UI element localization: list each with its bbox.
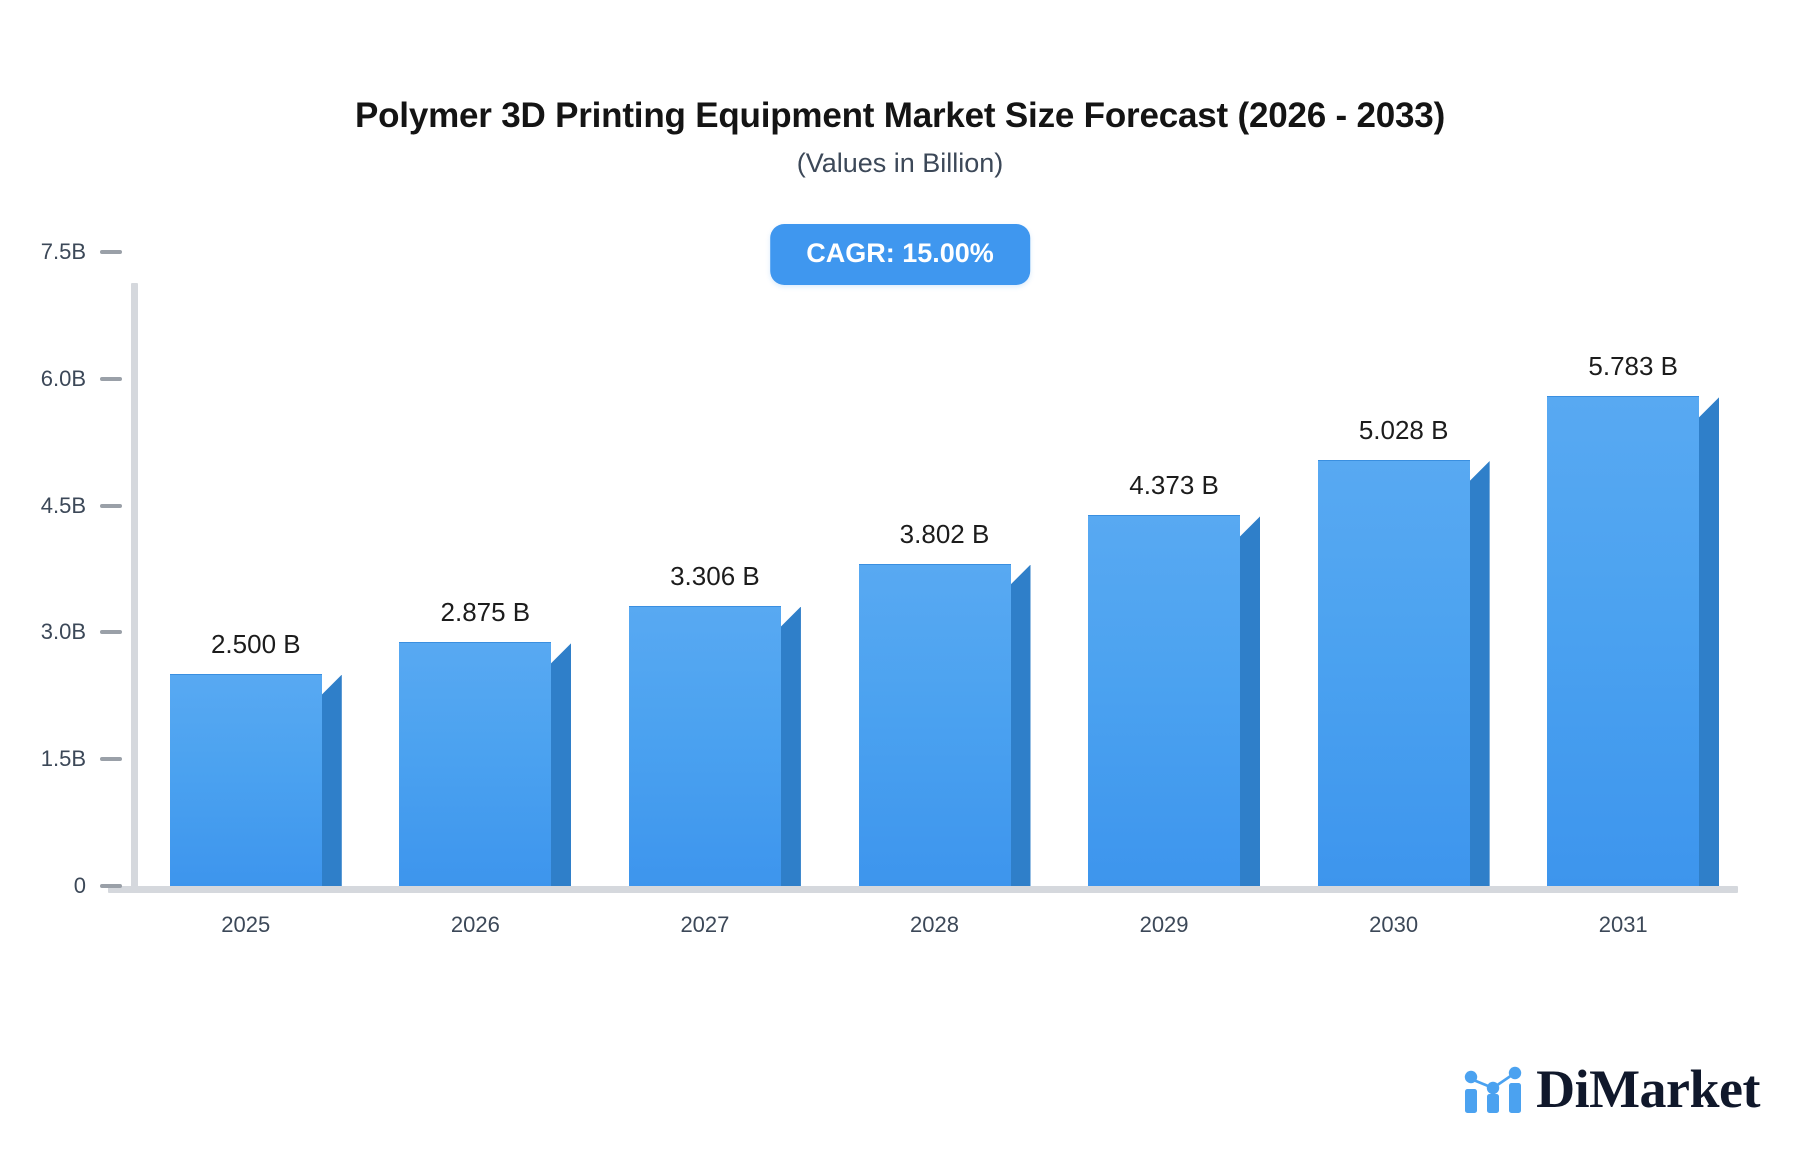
bar-side-face: [1467, 460, 1490, 886]
bar-side-face: [319, 674, 342, 886]
bar-side-face: [549, 642, 572, 886]
bar-front-face: [1547, 396, 1700, 886]
y-tick-label: 4.5B: [40, 492, 86, 518]
bar-value-label: 4.373 B: [1129, 470, 1219, 501]
x-tick-label-2027: 2027: [680, 912, 730, 937]
y-tick-label: 7.5B: [40, 239, 86, 264]
y-tick-mark: [100, 376, 122, 381]
bar-front-face: [628, 605, 781, 886]
bar-value-label: 5.783 B: [1588, 351, 1679, 382]
bar-front-face: [1088, 515, 1241, 886]
dimarket-logo: DiMarket: [1462, 1062, 1760, 1116]
bar-side-face: [1697, 397, 1720, 886]
y-tick-mark: [100, 503, 122, 508]
logo-wordmark: DiMarket: [1536, 1059, 1760, 1119]
bar-front-face: [858, 563, 1011, 886]
bar-2029[interactable]: [1088, 515, 1261, 886]
x-tick-label-2029: 2029: [1139, 912, 1189, 937]
cagr-badge: CAGR: 15.00%: [770, 224, 1030, 285]
x-axis-line: [108, 886, 1738, 893]
bar-value-label: 5.028 B: [1358, 414, 1449, 445]
x-tick-label-2031: 2031: [1598, 912, 1648, 937]
bar-side-face: [1008, 564, 1031, 886]
y-tick-label: 1.5B: [40, 746, 86, 772]
bar-side-face: [1238, 516, 1261, 886]
x-tick-label-2026: 2026: [450, 912, 500, 937]
bar-2031[interactable]: [1547, 396, 1720, 886]
y-tick-mark: [100, 630, 122, 635]
bar-value-label: 3.306 B: [670, 560, 760, 591]
x-tick-label-2030: 2030: [1369, 912, 1419, 937]
bar-2026[interactable]: [399, 641, 572, 886]
bar-front-face: [1317, 459, 1470, 886]
y-tick-mark: [100, 884, 122, 888]
y-tick-mark: [100, 757, 122, 762]
bar-value-label: 2.500 B: [210, 628, 301, 659]
chart-title: Polymer 3D Printing Equipment Market Siz…: [354, 96, 1446, 135]
y-tick-label: 0: [73, 873, 86, 898]
bar-side-face: [778, 606, 801, 886]
y-axis-line: [131, 283, 138, 888]
bar-2025[interactable]: [169, 673, 342, 886]
bar-value-label: 3.802 B: [899, 518, 990, 549]
bar-2027[interactable]: [628, 605, 801, 886]
x-tick-label-2025: 2025: [221, 912, 271, 937]
y-tick-mark: [100, 250, 122, 254]
x-tick-label-2028: 2028: [910, 912, 959, 937]
y-tick-label: 3.0B: [40, 619, 86, 645]
bar-value-label: 2.875 B: [440, 596, 531, 627]
chart-subtitle: (Values in Billion): [796, 148, 1004, 178]
bar-2030[interactable]: [1317, 459, 1490, 886]
bar-2028[interactable]: [858, 563, 1031, 886]
bar-front-face: [169, 673, 322, 886]
y-tick-label: 6.0B: [40, 365, 86, 391]
bar-front-face: [399, 641, 552, 886]
bar-chart-dots-icon: [1464, 1066, 1522, 1113]
